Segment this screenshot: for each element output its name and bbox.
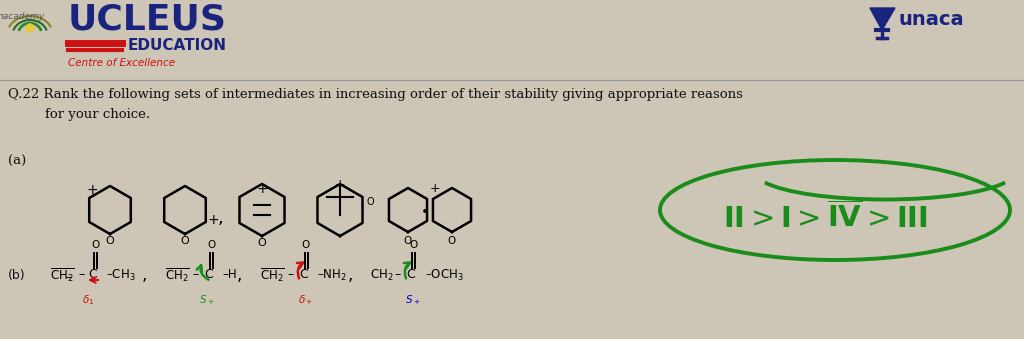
Text: $S_+$: $S_+$ <box>200 293 215 307</box>
Text: •: • <box>421 205 429 219</box>
Text: UCLEUS: UCLEUS <box>68 3 227 37</box>
Text: –: – <box>287 268 293 281</box>
Text: +: + <box>430 182 440 195</box>
Text: O: O <box>403 236 412 246</box>
Text: for your choice.: for your choice. <box>45 108 151 121</box>
Text: +: + <box>207 213 219 227</box>
Text: O: O <box>258 238 266 248</box>
Text: ,: , <box>217 209 223 227</box>
Text: –$\mathrm{NH_2}$: –$\mathrm{NH_2}$ <box>317 267 347 282</box>
Text: EDUCATION: EDUCATION <box>128 38 227 53</box>
Text: Centre of Excellence: Centre of Excellence <box>68 58 175 68</box>
Text: O: O <box>409 240 417 250</box>
Text: O: O <box>207 240 215 250</box>
Text: C: C <box>407 268 416 281</box>
Text: +: + <box>86 183 98 197</box>
Circle shape <box>26 24 34 32</box>
Polygon shape <box>870 8 895 30</box>
Text: –: – <box>394 268 400 281</box>
Text: $\overline{\mathrm{CH_2}}$: $\overline{\mathrm{CH_2}}$ <box>260 266 285 284</box>
Text: (a): (a) <box>8 155 27 168</box>
Text: $\delta_1$: $\delta_1$ <box>82 293 94 307</box>
Text: O: O <box>367 197 374 207</box>
Text: ,: , <box>348 266 353 284</box>
Text: –$\mathrm{CH_3}$: –$\mathrm{CH_3}$ <box>106 267 135 282</box>
Text: O: O <box>180 236 189 246</box>
Text: $\delta_+$: $\delta_+$ <box>298 293 313 307</box>
Text: Q.22 Rank the following sets of intermediates in increasing order of their stabi: Q.22 Rank the following sets of intermed… <box>8 88 742 101</box>
Text: +: + <box>256 182 268 196</box>
Text: (b): (b) <box>8 268 26 281</box>
Text: $S_+$: $S_+$ <box>406 293 421 307</box>
Text: $\mathbf{II}>\mathbf{I}>\overline{\mathbf{IV}}>\mathbf{III}$: $\mathbf{II}>\mathbf{I}>\overline{\mathb… <box>723 202 928 234</box>
Text: O: O <box>302 240 310 250</box>
Text: –$\mathrm{OCH_3}$: –$\mathrm{OCH_3}$ <box>425 267 464 282</box>
Text: O: O <box>91 240 99 250</box>
Text: $\mathrm{CH_2}$: $\mathrm{CH_2}$ <box>370 267 393 282</box>
Text: C: C <box>205 268 213 281</box>
Text: O: O <box>447 236 456 246</box>
Text: –H: –H <box>222 268 237 281</box>
Text: O: O <box>105 236 115 246</box>
Text: –: – <box>193 268 199 281</box>
Text: nacademy: nacademy <box>0 12 45 21</box>
Text: C: C <box>89 268 97 281</box>
Text: $\overline{\mathrm{CH_2}}$: $\overline{\mathrm{CH_2}}$ <box>50 266 75 284</box>
Text: –: – <box>78 268 84 281</box>
Text: C: C <box>300 268 308 281</box>
Text: $\overline{\mathrm{CH_2}}$: $\overline{\mathrm{CH_2}}$ <box>165 266 189 284</box>
Text: –: – <box>66 272 72 284</box>
Text: unaca: unaca <box>898 10 964 29</box>
Text: ,: , <box>142 266 147 284</box>
Text: +: + <box>335 178 345 191</box>
Text: ,: , <box>237 266 243 284</box>
